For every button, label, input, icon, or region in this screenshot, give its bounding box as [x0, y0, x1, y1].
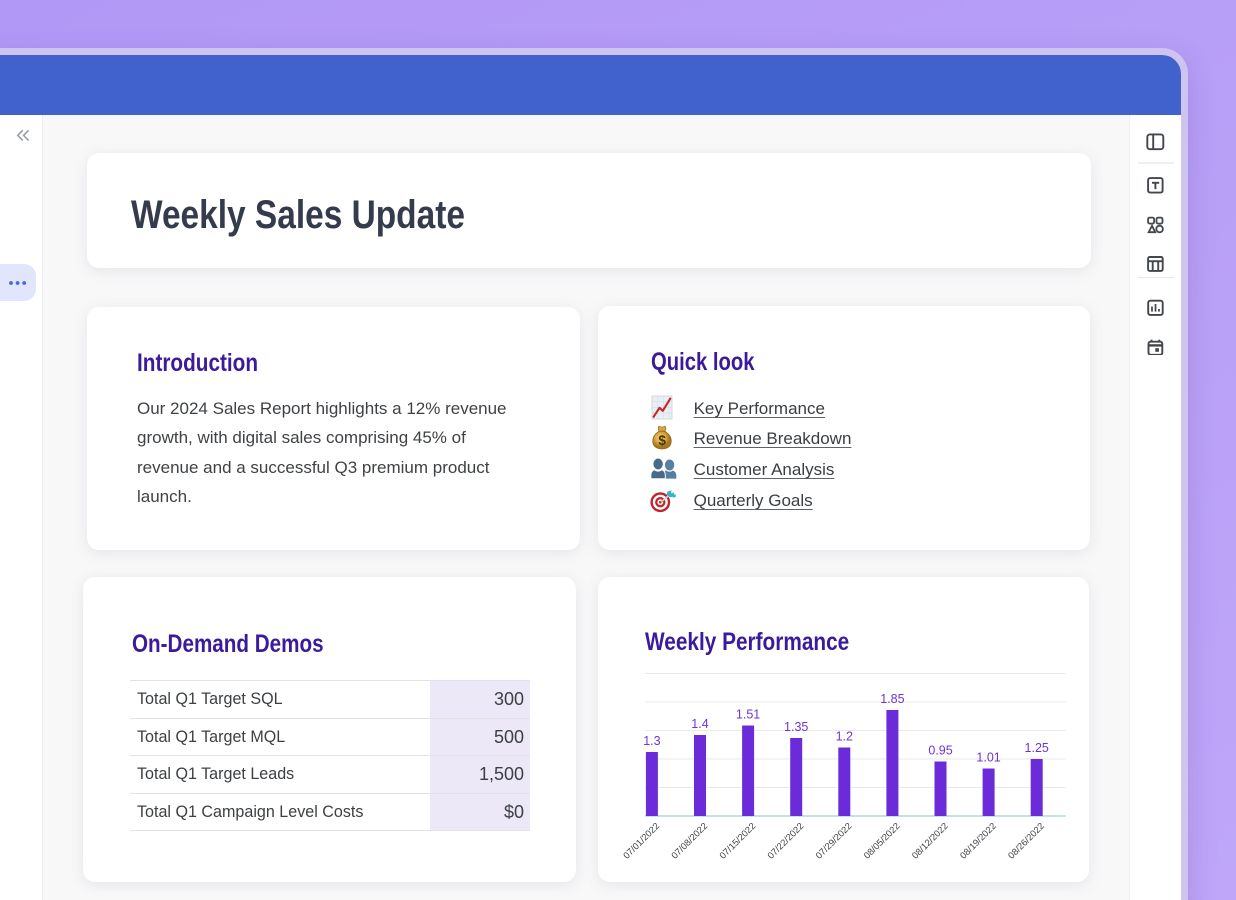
svg-text:1.35: 1.35 [784, 720, 808, 734]
svg-text:1.25: 1.25 [1025, 741, 1049, 755]
svg-text:1.51: 1.51 [736, 708, 760, 722]
svg-text:1.3: 1.3 [643, 734, 660, 748]
svg-text:08/26/2022: 08/26/2022 [1006, 821, 1046, 861]
svg-text:08/19/2022: 08/19/2022 [958, 821, 998, 861]
svg-text:1.2: 1.2 [836, 730, 853, 744]
svg-text:1.4: 1.4 [691, 717, 708, 731]
svg-text:07/01/2022: 07/01/2022 [621, 821, 661, 861]
svg-text:08/12/2022: 08/12/2022 [910, 821, 950, 861]
svg-text:07/22/2022: 07/22/2022 [766, 821, 806, 861]
svg-text:0.95: 0.95 [928, 744, 952, 758]
svg-text:08/05/2022: 08/05/2022 [862, 821, 902, 861]
svg-text:1.01: 1.01 [976, 751, 1000, 765]
svg-text:1.85: 1.85 [880, 692, 904, 706]
svg-text:$: $ [658, 433, 666, 448]
svg-text:07/15/2022: 07/15/2022 [718, 821, 758, 861]
svg-text:07/29/2022: 07/29/2022 [814, 821, 854, 861]
svg-text:07/08/2022: 07/08/2022 [669, 821, 709, 861]
